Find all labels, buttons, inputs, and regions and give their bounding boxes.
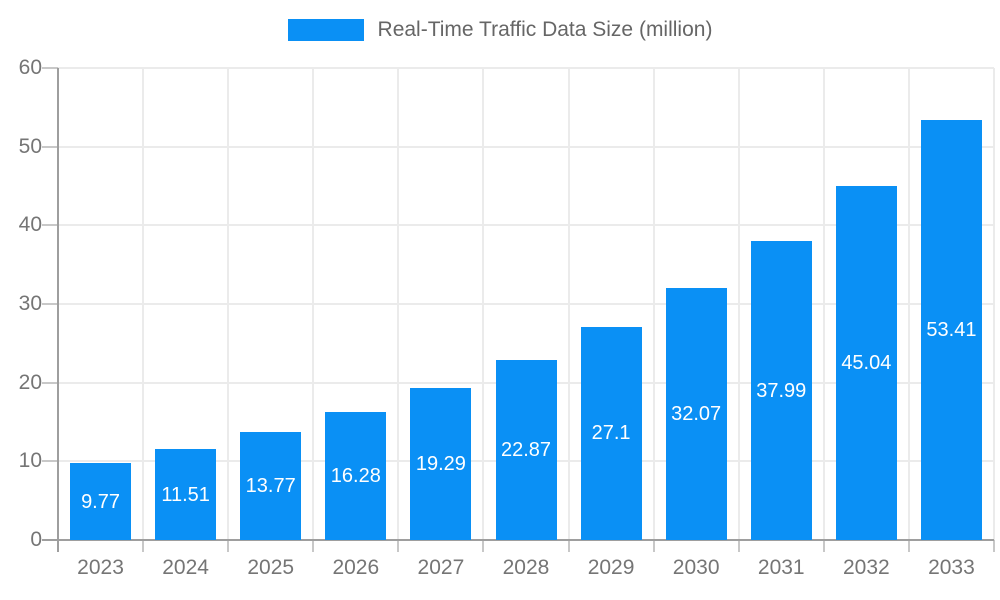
bar-2032: [835, 185, 897, 540]
y-tick-label: 40: [18, 213, 42, 237]
grid-line-horizontal: [58, 224, 994, 227]
chart-legend: Real-Time Traffic Data Size (million): [0, 18, 1000, 42]
x-tick-label: 2028: [502, 556, 550, 579]
grid-line-vertical: [397, 68, 400, 540]
bar-value-label: 13.77: [245, 474, 296, 497]
x-tick-label: 2027: [417, 556, 465, 579]
x-tick-label: 2026: [332, 556, 380, 579]
y-tick-label: 0: [30, 528, 42, 551]
x-tick-label: 2023: [77, 556, 124, 579]
grid-line-vertical: [993, 68, 995, 540]
x-axis-tick: [652, 540, 655, 552]
x-axis-tick: [737, 540, 740, 552]
x-axis-tick: [567, 540, 570, 552]
grid-line-vertical: [482, 68, 485, 540]
y-axis-tick: [42, 460, 58, 463]
bar-value-label: 9.77: [81, 490, 120, 513]
bar-value-label: 45.04: [841, 351, 892, 374]
grid-line-vertical: [312, 68, 315, 540]
bar-2031: [750, 241, 812, 540]
x-tick-label: 2024: [162, 556, 209, 579]
grid-line-horizontal: [58, 303, 994, 305]
grid-line-vertical: [142, 68, 145, 540]
x-tick-label: 2030: [672, 556, 720, 579]
x-tick-label: 2025: [247, 556, 295, 579]
bar-2025: [240, 431, 302, 540]
bar-value-label: 32.07: [671, 402, 722, 425]
x-axis-tick: [907, 540, 910, 552]
bar-value-label: 16.28: [330, 464, 381, 487]
x-axis-tick: [227, 540, 230, 552]
grid-line-vertical: [822, 68, 825, 540]
bar-2026: [325, 411, 387, 540]
bar-2029: [580, 326, 642, 540]
x-axis-tick: [312, 540, 315, 552]
y-axis-line: [57, 68, 59, 552]
x-axis-tick: [822, 540, 825, 552]
y-axis-tick: [42, 67, 58, 69]
grid-line-vertical: [737, 68, 740, 540]
grid-line-vertical: [907, 68, 910, 540]
bar-value-label: 19.29: [415, 453, 466, 476]
y-axis-tick: [42, 303, 58, 305]
bar-2030: [665, 287, 727, 540]
y-axis-tick: [42, 224, 58, 227]
bar-value-label: 22.87: [500, 439, 552, 462]
y-axis-tick: [42, 145, 58, 148]
bar-2024: [155, 449, 217, 540]
x-axis-line: [42, 539, 994, 541]
bar-value-label: 11.51: [161, 483, 210, 506]
bar-2028: [495, 360, 557, 540]
x-tick-label: 2032: [842, 556, 890, 579]
y-tick-label: 10: [18, 449, 42, 473]
x-axis-tick: [482, 540, 485, 552]
grid-line-horizontal: [58, 67, 994, 69]
y-tick-label: 30: [18, 292, 42, 315]
y-tick-label: 50: [18, 134, 42, 158]
grid-line-vertical: [652, 68, 655, 540]
bar-2027: [410, 388, 472, 540]
x-axis-tick: [142, 540, 145, 552]
bar-value-label: 53.41: [926, 318, 977, 341]
grid-line-vertical: [227, 68, 230, 540]
legend-swatch[interactable]: [287, 19, 364, 41]
x-tick-label: 2029: [587, 556, 635, 579]
y-axis-tick: [42, 381, 58, 384]
x-tick-label: 2031: [757, 556, 805, 579]
legend-label[interactable]: Real-Time Traffic Data Size (million): [377, 18, 713, 41]
x-tick-label: 2033: [928, 556, 975, 579]
x-axis-tick: [397, 540, 400, 552]
grid-line-horizontal: [58, 145, 994, 148]
y-tick-label: 60: [18, 56, 42, 79]
bar-2023: [70, 463, 132, 540]
x-axis-tick: [993, 540, 995, 552]
grid-line-vertical: [567, 68, 570, 540]
bar-2033: [920, 119, 982, 540]
y-tick-label: 20: [18, 370, 42, 394]
bar-value-label: 27.1: [591, 422, 631, 445]
bar-value-label: 37.99: [756, 379, 807, 402]
